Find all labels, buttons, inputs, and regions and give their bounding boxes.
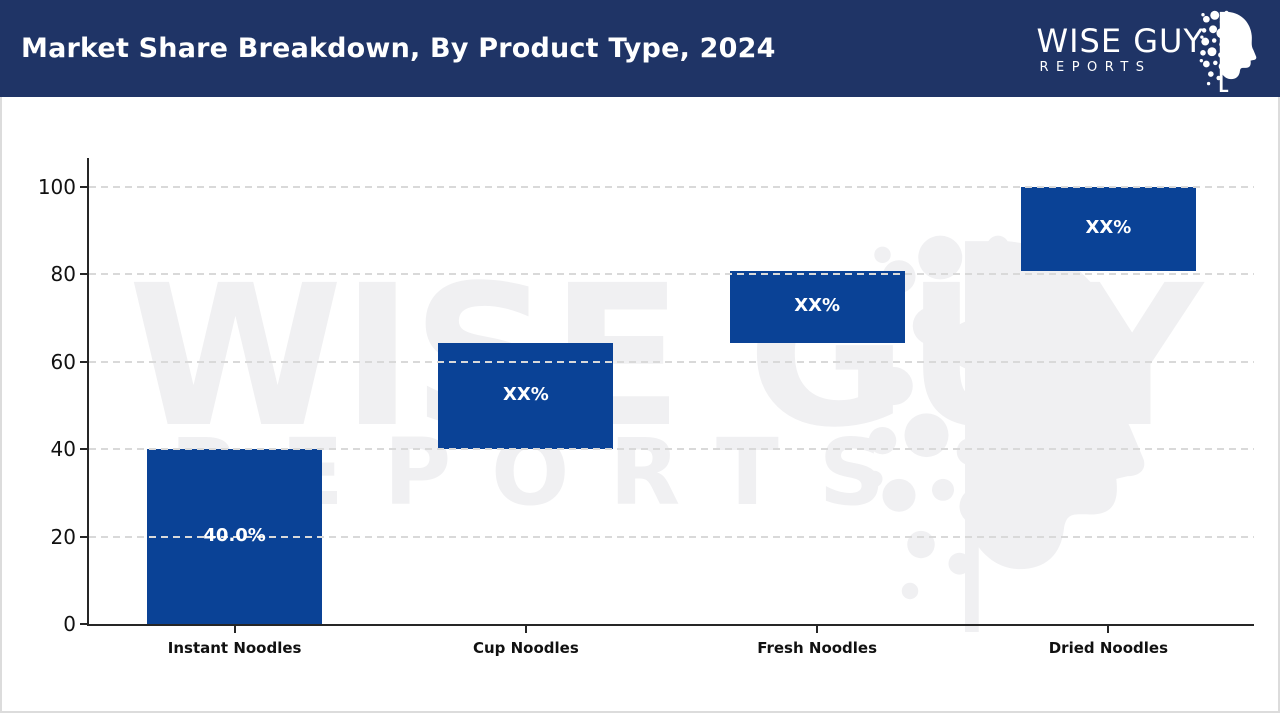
x-axis-tick (524, 626, 527, 633)
x-axis-label: Instant Noodles (167, 639, 302, 657)
gridline (89, 273, 1254, 276)
logo-wiseguy-label: WISE GUY (1036, 21, 1204, 60)
logo-text: WISE GUY REPORTS (1036, 21, 1204, 76)
y-axis-tick (80, 273, 89, 276)
page-title: Market Share Breakdown, By Product Type,… (21, 33, 776, 64)
y-axis-tick-label: 100 (37, 175, 76, 199)
bar-value-label: XX% (1085, 216, 1132, 238)
y-axis-tick-label: 60 (50, 349, 76, 374)
bar (438, 343, 614, 450)
x-axis-tick (233, 626, 236, 633)
wise-guy-reports-logo: WISE GUY REPORTS (1036, 6, 1268, 94)
bar-value-label: XX% (794, 294, 841, 316)
x-axis-tick (816, 626, 819, 633)
x-axis-tick (1107, 626, 1110, 633)
logo-reports-label: REPORTS (1039, 60, 1152, 76)
x-axis-line (87, 624, 1254, 626)
bar-value-label: XX% (502, 384, 549, 406)
y-axis-tick (80, 360, 89, 363)
gridline (89, 360, 1254, 363)
x-axis-label: Cup Noodles (472, 639, 579, 657)
gridline (89, 186, 1254, 188)
head-profile-icon (1199, 10, 1257, 92)
y-axis-tick-label: 20 (50, 524, 76, 549)
x-axis-label: Dried Noodles (1048, 639, 1169, 657)
y-axis-tick (80, 623, 89, 625)
y-axis-tick-label: 40 (50, 437, 76, 462)
y-axis-tick-label: 0 (63, 612, 76, 636)
gridline (89, 535, 1254, 538)
y-axis-tick-label: 80 (50, 262, 76, 287)
y-axis-tick (80, 186, 89, 188)
x-axis-label: Fresh Noodles (757, 639, 878, 657)
y-axis-tick (80, 535, 89, 538)
bar (729, 270, 905, 343)
chart-body: WISE GUY REPORTS 0 20 40 60 80 100 40.0% Instan… (0, 97, 1280, 720)
bar-value-label: 40.0% (203, 524, 266, 546)
y-axis-line (87, 158, 89, 626)
header-bar: Market Share Breakdown, By Product Type,… (0, 0, 1280, 97)
gridline (89, 448, 1254, 451)
y-axis-tick (80, 448, 89, 451)
waterfall-chart: 0 20 40 60 80 100 40.0% Instant Noodles XX% Cup N… (0, 97, 1280, 720)
